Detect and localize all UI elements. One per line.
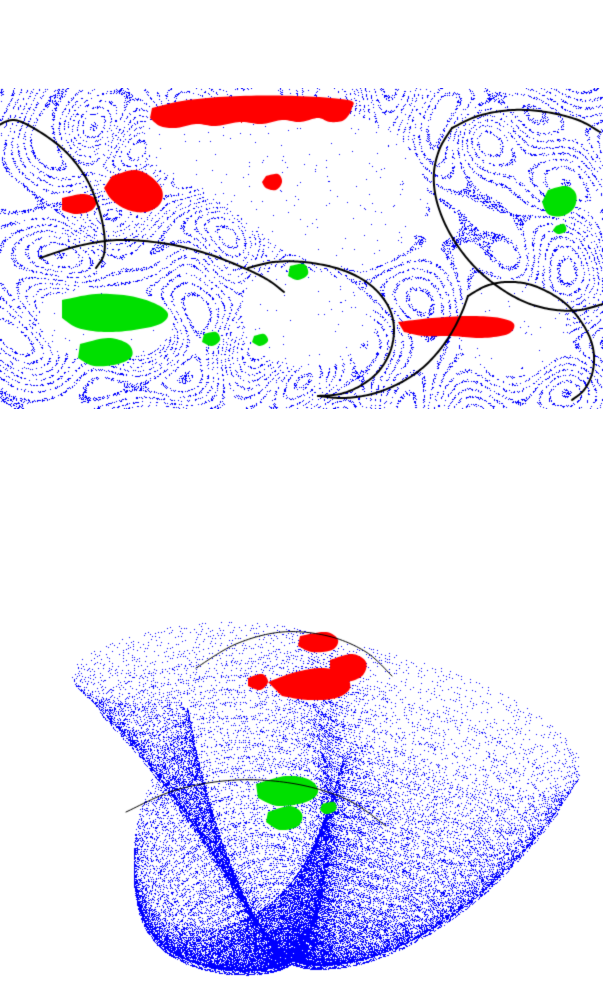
immersed-surface-panel (0, 455, 603, 989)
parameter-domain-canvas (0, 88, 603, 409)
immersed-surface-canvas (0, 455, 603, 989)
parameter-domain-panel (0, 88, 603, 409)
